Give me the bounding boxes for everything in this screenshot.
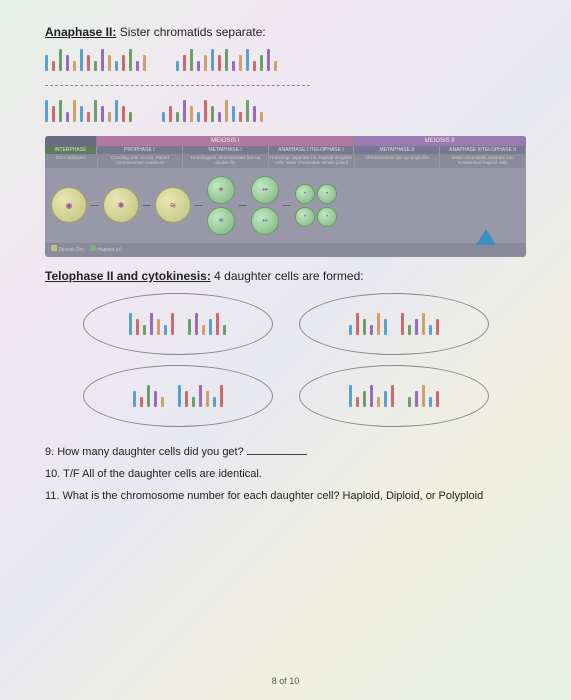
cell-icon: • [295, 207, 315, 227]
cell-icon: ◉ [51, 187, 87, 223]
diagram-header-meiosis1: MEIOSIS I [97, 136, 354, 146]
anaphase-row-1 [45, 49, 526, 71]
cell-icon: •• [251, 207, 279, 235]
diagram-header-meiosis2: MEIOSIS II [354, 136, 526, 146]
legend-haploid: Haploid (n) [97, 247, 121, 253]
daughter-cell-1 [83, 293, 273, 355]
diagram-desc-inter: DNA replicates [45, 154, 98, 168]
daughter-row-2 [45, 365, 526, 427]
diagram-legend: Diploid (2n) Haploid (n) [45, 243, 526, 257]
telophase2-title-bold: Telophase II and cytokinesis: [45, 269, 211, 283]
question-10: 10. T/F All of the daughter cells are id… [45, 468, 526, 480]
diagram-desc-meta1: Homologous chromosomes line up double fi… [183, 154, 269, 168]
telophase2-title-rest: 4 daughter cells are formed: [211, 269, 364, 283]
diagram-sub-interphase: INTERPHASE [45, 146, 97, 154]
question-9: 9. How many daughter cells did you get? [45, 445, 526, 458]
diagram-desc-ana1: Homologs separate into haploid daughter … [269, 154, 355, 168]
cell-icon: ✶ [207, 207, 235, 235]
cell-icon: •• [251, 176, 279, 204]
dashed-divider [45, 85, 310, 86]
diagram-sub-anatelo1: ANAPHASE I /TELOPHASE I [269, 146, 355, 154]
cell-icon: • [317, 184, 337, 204]
page-number: 8 of 10 [0, 676, 571, 686]
legend-diploid: Diploid (2n) [58, 247, 84, 253]
chrom-group-right-1 [176, 49, 277, 71]
cell-icon: • [317, 207, 337, 227]
diagram-sub-metaphase1: METAPHASE I [183, 146, 269, 154]
diagram-sub-metaphase2: METAPHASE II [354, 146, 440, 154]
telophase2-title: Telophase II and cytokinesis: 4 daughter… [45, 269, 526, 283]
anaphase2-title-rest: Sister chromatids separate: [116, 25, 265, 39]
arrow-up-icon [476, 229, 496, 245]
cell-icon: • [295, 184, 315, 204]
daughter-row-1 [45, 293, 526, 355]
chrom-group-left-1 [45, 49, 146, 71]
anaphase-row-2 [45, 100, 526, 122]
daughter-cell-2 [299, 293, 489, 355]
daughter-cell-3 [83, 365, 273, 427]
question-11: 11. What is the chromosome number for ea… [45, 490, 526, 502]
diagram-desc-ana2: Sister chromatids separate into nonident… [440, 154, 526, 168]
diagram-sub-prophase1: PROPHASE I [97, 146, 183, 154]
anaphase2-title: Anaphase II: Sister chromatids separate: [45, 25, 526, 39]
cell-icon: ≋ [155, 187, 191, 223]
questions-block: 9. How many daughter cells did you get? … [45, 445, 526, 502]
diagram-cells-row: ◉ ✱ ≋ ✶ ✶ •• •• • • • • [45, 168, 526, 243]
answer-blank-9[interactable] [247, 445, 307, 455]
daughter-cell-4 [299, 365, 489, 427]
chrom-group-left-2 [45, 100, 132, 122]
diagram-desc-pro1: Crossing over occurs. Paired chromosomes… [98, 154, 184, 168]
diagram-desc-meta2: Chromosomes line up single file [355, 154, 441, 168]
cell-icon: ✶ [207, 176, 235, 204]
anaphase2-title-bold: Anaphase II: [45, 25, 116, 39]
diagram-sub-anatelo2: ANAPHASE II/TELOPHASE II [440, 146, 526, 154]
chrom-group-right-2 [162, 100, 263, 122]
meiosis-diagram: MEIOSIS I MEIOSIS II INTERPHASE PROPHASE… [45, 136, 526, 257]
cell-icon: ✱ [103, 187, 139, 223]
